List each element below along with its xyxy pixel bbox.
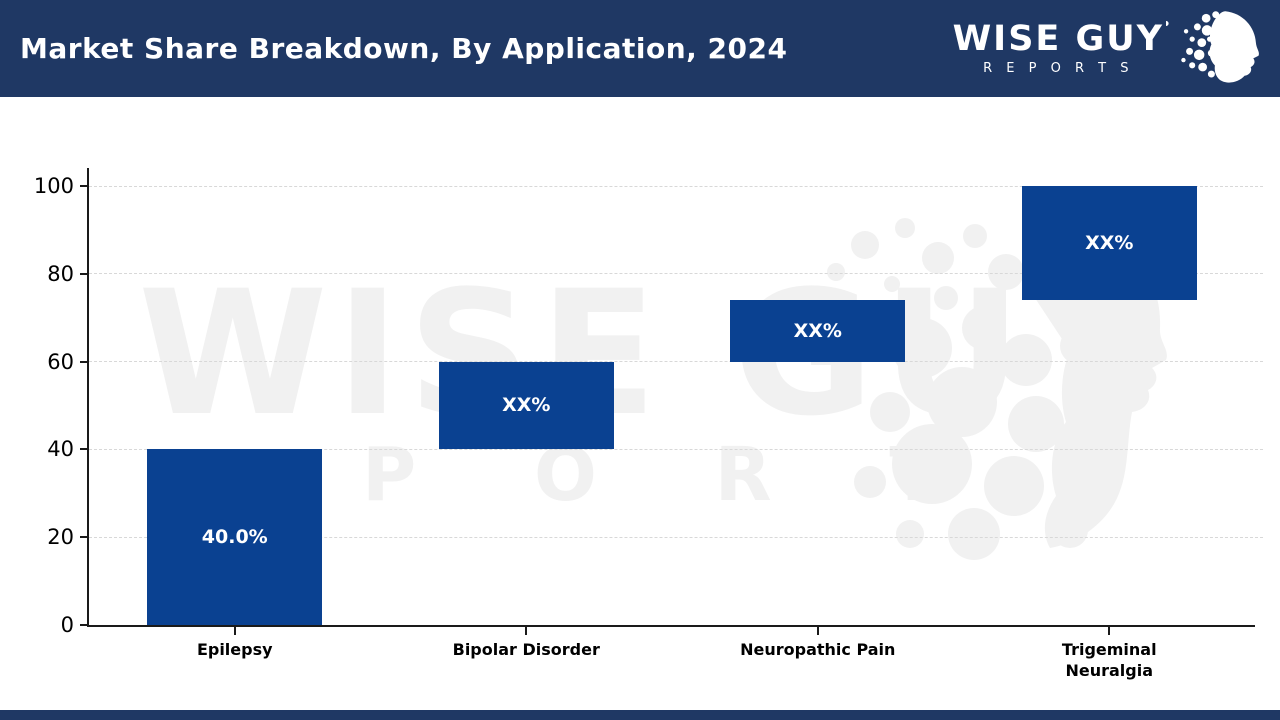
x-tick-neuropathic-pain (816, 627, 819, 635)
header-band: Market Share Breakdown, By Application, … (0, 0, 1280, 97)
footer-band (0, 710, 1280, 720)
x-tick-epilepsy (233, 627, 236, 635)
y-tick-label-80: 80 (47, 261, 74, 286)
x-category-label-trigeminal-neuralgia: Trigeminal Neuralgia (1061, 640, 1157, 680)
logo-subtitle: R E P O R T S (983, 61, 1134, 76)
watermark-face-icon (770, 200, 1190, 594)
gridline-40 (89, 448, 1263, 450)
gridline-100 (89, 185, 1263, 187)
x-category-label-neuropathic-pain: Neuropathic Pain (740, 640, 896, 659)
logo-face-icon (1163, 7, 1262, 91)
x-tick-bipolar-disorder (525, 627, 528, 635)
y-tick-20 (80, 536, 89, 539)
gridline-20 (89, 536, 1263, 538)
wise-guy-reports-logo: WISE GUY R E P O R T S (953, 8, 1262, 90)
x-axis-line (87, 625, 1255, 627)
y-tick-60 (80, 360, 89, 363)
y-tick-80 (80, 272, 89, 275)
logo-text: WISE GUY R E P O R T S (952, 19, 1164, 77)
gridline-80 (89, 273, 1263, 275)
x-category-label-epilepsy: Epilepsy (196, 640, 273, 659)
y-tick-label-100: 100 (33, 174, 74, 198)
x-tick-trigeminal-neuralgia (1108, 627, 1111, 635)
y-tick-label-40: 40 (47, 437, 74, 462)
y-tick-label-20: 20 (47, 525, 74, 550)
gridline-60 (89, 361, 1263, 363)
bar-value-label-neuropathic-pain: XX% (793, 319, 842, 342)
y-tick-label-60: 60 (47, 349, 74, 374)
bar-epilepsy: 40.0% (147, 449, 323, 625)
page-title: Market Share Breakdown, By Application, … (20, 32, 788, 65)
x-category-label-bipolar-disorder: Bipolar Disorder (452, 640, 600, 659)
bar-value-label-trigeminal-neuralgia: XX% (1085, 232, 1134, 255)
bar-value-label-epilepsy: 40.0% (201, 526, 268, 549)
bar-neuropathic-pain: XX% (730, 300, 906, 362)
y-tick-100 (80, 185, 89, 187)
bar-trigeminal-neuralgia: XX% (1021, 186, 1197, 301)
y-tick-label-0: 0 (60, 613, 74, 637)
y-tick-0 (80, 624, 89, 626)
bar-value-label-bipolar-disorder: XX% (502, 394, 551, 417)
bar-bipolar-disorder: XX% (438, 361, 614, 450)
y-axis-line (87, 168, 89, 627)
y-tick-40 (80, 448, 89, 451)
logo-wordmark: WISE GUY (952, 19, 1164, 59)
